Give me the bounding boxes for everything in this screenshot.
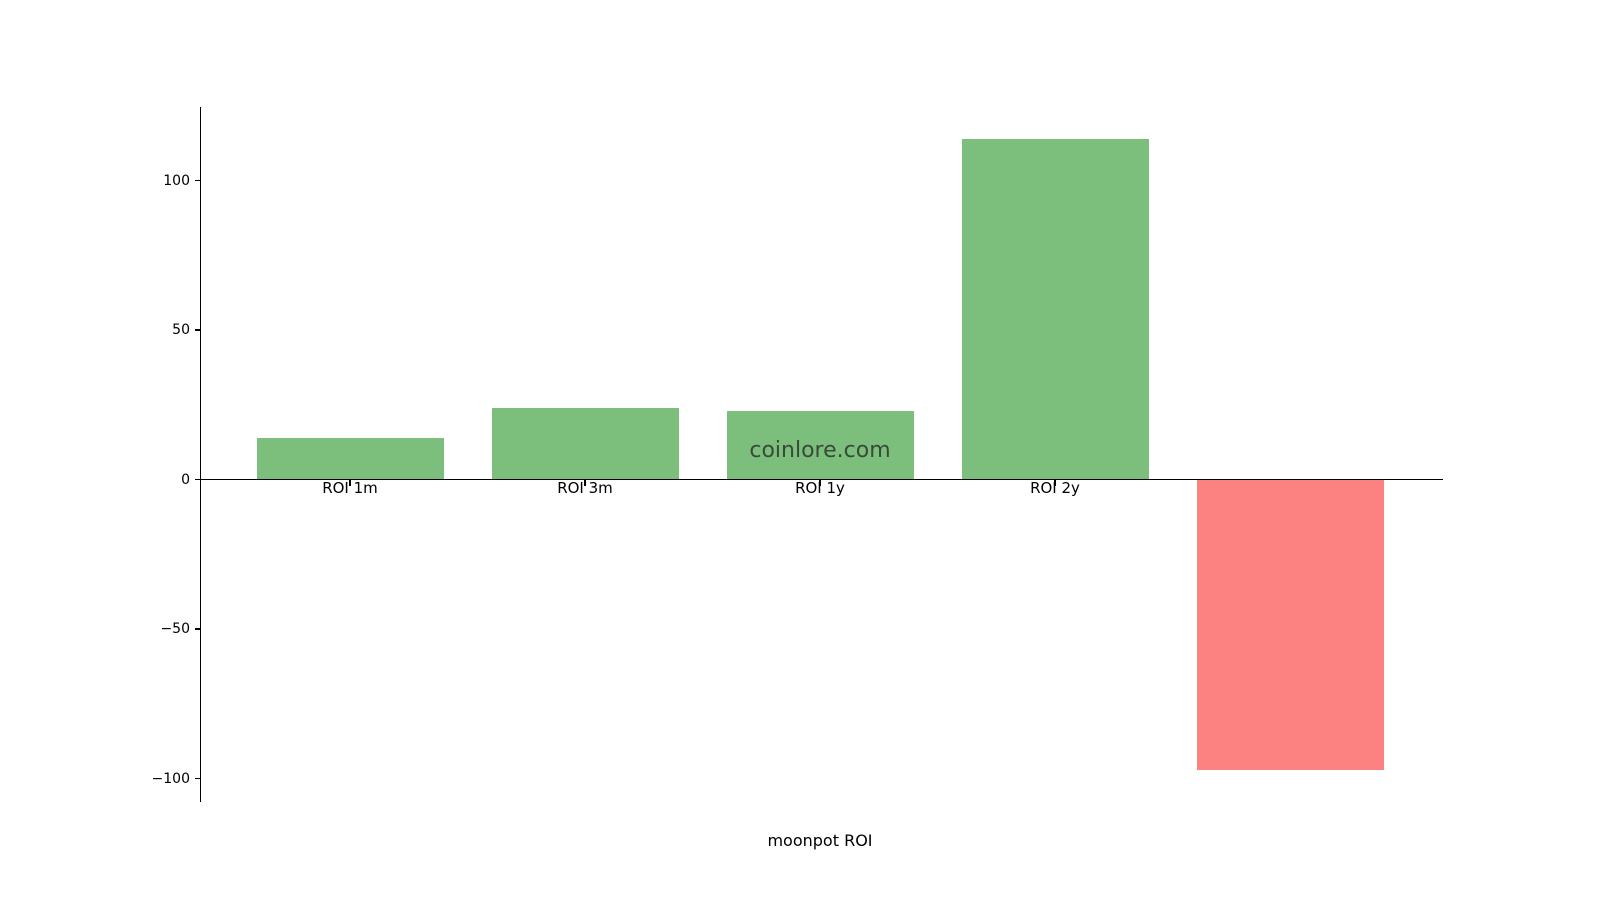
x-tick-mark	[1054, 480, 1056, 486]
x-tick-mark	[819, 480, 821, 486]
x-tick-mark	[584, 480, 586, 486]
y-axis-spine	[199, 107, 201, 802]
y-tick-label: −100	[151, 770, 190, 787]
bar-roi-1y	[726, 410, 914, 480]
y-tick-mark	[195, 179, 200, 182]
bar-roi-3m	[491, 407, 679, 480]
x-tick-label: ROI 2y	[1030, 479, 1080, 497]
y-tick-mark	[195, 329, 200, 331]
watermark-text: coinlore.com	[749, 438, 891, 463]
bar-unlabeled	[1196, 479, 1384, 770]
x-tick-label: ROI 1y	[795, 479, 845, 497]
x-axis-title: moonpot ROI	[767, 831, 873, 850]
y-tick-label: 100	[163, 172, 190, 189]
x-tick-label: ROI 3m	[557, 479, 613, 497]
bar-roi-2y	[961, 138, 1149, 480]
y-tick-mark	[195, 628, 200, 630]
y-tick-mark	[195, 777, 200, 780]
x-tick-label: ROI 1m	[322, 479, 378, 497]
bar-roi-1m	[256, 437, 444, 480]
y-tick-label: 0	[181, 471, 190, 488]
y-tick-label: −50	[160, 621, 190, 637]
x-axis-zero-line	[199, 478, 1443, 481]
x-tick-mark	[349, 480, 351, 486]
y-tick-mark	[195, 478, 200, 481]
y-tick-label: 50	[172, 322, 190, 338]
